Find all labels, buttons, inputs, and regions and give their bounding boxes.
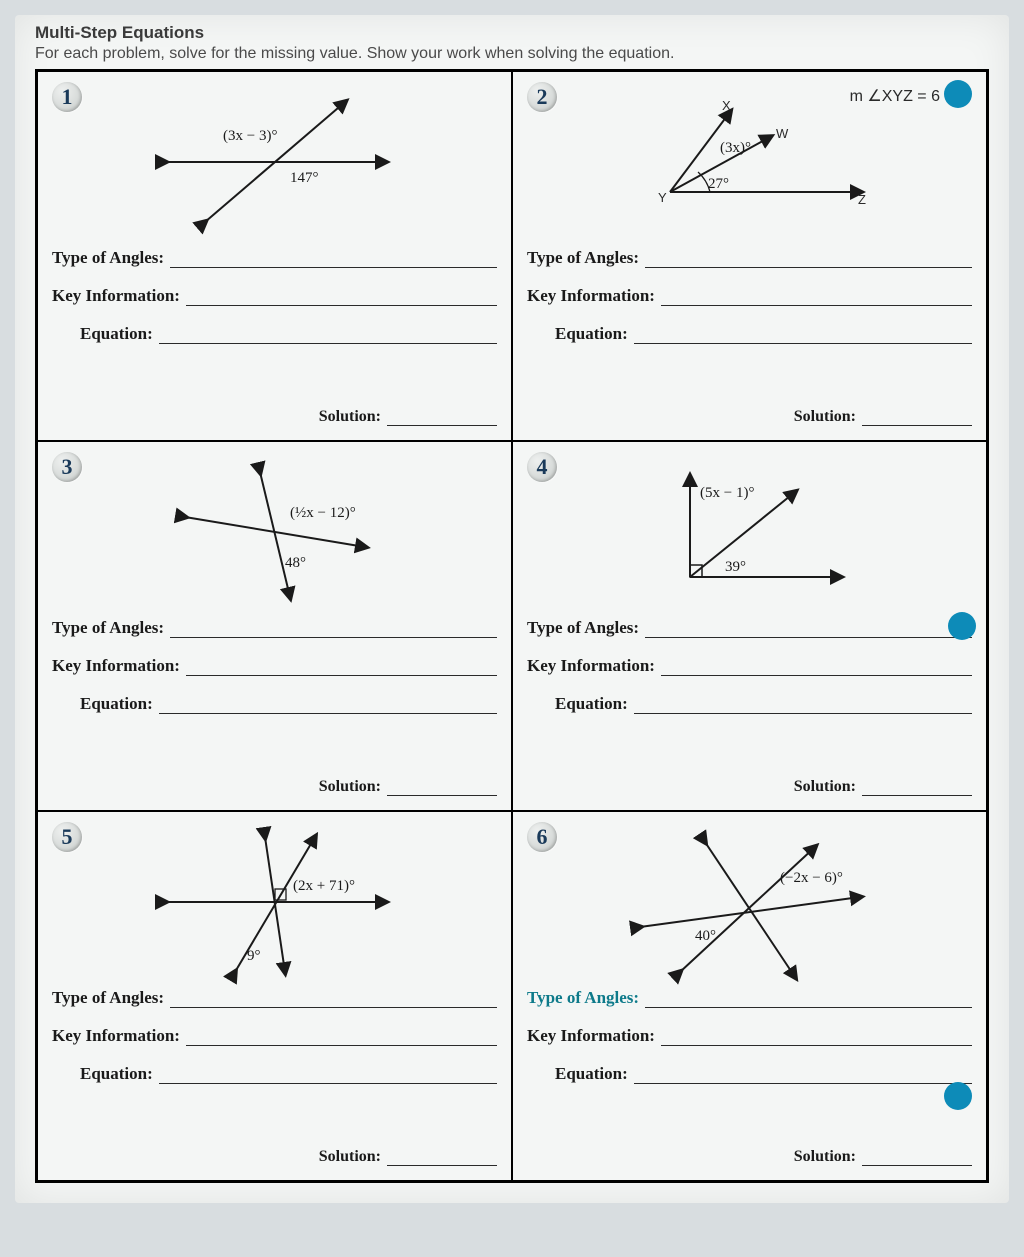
fields-3: Type of Angles: Key Information: Equatio…: [52, 618, 497, 732]
svg-text:(2x + 71)°: (2x + 71)°: [293, 878, 355, 894]
problem-cell-4: 4 (5x − 1)° 39° Typ: [512, 441, 987, 811]
problem-cell-3: 3 (½x − 12)° 48° Type of Angles: Key Inf: [37, 441, 512, 811]
diagram-1: (3x − 3)° 147°: [52, 82, 497, 242]
problem-cell-5: 5 (2x + 71)° 9° Type of An: [37, 811, 512, 1181]
blank-line[interactable]: [387, 425, 497, 426]
diagram-2: X W Y Z (3x)° 27°: [527, 82, 972, 242]
blank-line[interactable]: [170, 267, 497, 268]
header-partial: Multi-Step Equations: [35, 23, 989, 43]
svg-text:48°: 48°: [285, 555, 306, 571]
svg-text:27°: 27°: [708, 176, 729, 192]
svg-text:W: W: [776, 126, 789, 141]
dot-icon: [944, 1082, 972, 1110]
fields-2: Type of Angles: Key Information: Equatio…: [527, 248, 972, 362]
svg-text:X: X: [722, 98, 731, 113]
label-key-information: Key Information:: [52, 286, 180, 306]
svg-text:39°: 39°: [725, 559, 746, 575]
svg-text:9°: 9°: [247, 948, 261, 964]
diagram-6: (−2x − 6)° 40°: [527, 822, 972, 982]
problem-cell-6: 6 (−2x − 6)° 40° Type of Angle: [512, 811, 987, 1181]
svg-text:(3x − 3)°: (3x − 3)°: [223, 128, 277, 144]
blank-line[interactable]: [186, 305, 497, 306]
problem-cell-1: 1 (3x − 3)° 147° Type of Angles: Key Inf: [37, 71, 512, 441]
svg-text:(½x − 12)°: (½x − 12)°: [290, 505, 356, 521]
label-solution: Solution:: [319, 408, 381, 426]
problem-cell-2: 2 m ∠XYZ = 6 X W Y Z: [512, 71, 987, 441]
svg-text:Z: Z: [858, 192, 866, 207]
diagram-5: (2x + 71)° 9°: [52, 822, 497, 982]
fields-5: Type of Angles: Key Information: Equatio…: [52, 988, 497, 1102]
problem-grid: 1 (3x − 3)° 147° Type of Angles: Key Inf: [35, 69, 989, 1183]
svg-text:(3x)°: (3x)°: [720, 140, 751, 156]
worksheet-page: Multi-Step Equations For each problem, s…: [15, 15, 1009, 1203]
diagram-3: (½x − 12)° 48°: [52, 452, 497, 612]
label-type-of-angles: Type of Angles:: [52, 248, 164, 268]
diagram-4: (5x − 1)° 39°: [527, 452, 972, 612]
svg-text:40°: 40°: [695, 928, 716, 944]
blank-line[interactable]: [159, 343, 497, 344]
label-equation: Equation:: [80, 324, 153, 344]
dot-icon: [948, 612, 976, 640]
svg-text:Y: Y: [658, 190, 667, 205]
fields-6: Type of Angles: Key Information: Equatio…: [527, 988, 972, 1102]
svg-text:(−2x − 6)°: (−2x − 6)°: [780, 870, 843, 886]
fields-4: Type of Angles: Key Information: Equatio…: [527, 618, 972, 732]
instructions: For each problem, solve for the missing …: [35, 45, 989, 63]
fields-1: Type of Angles: Key Information: Equatio…: [52, 248, 497, 362]
svg-text:(5x − 1)°: (5x − 1)°: [700, 485, 754, 501]
svg-text:147°: 147°: [290, 170, 319, 186]
